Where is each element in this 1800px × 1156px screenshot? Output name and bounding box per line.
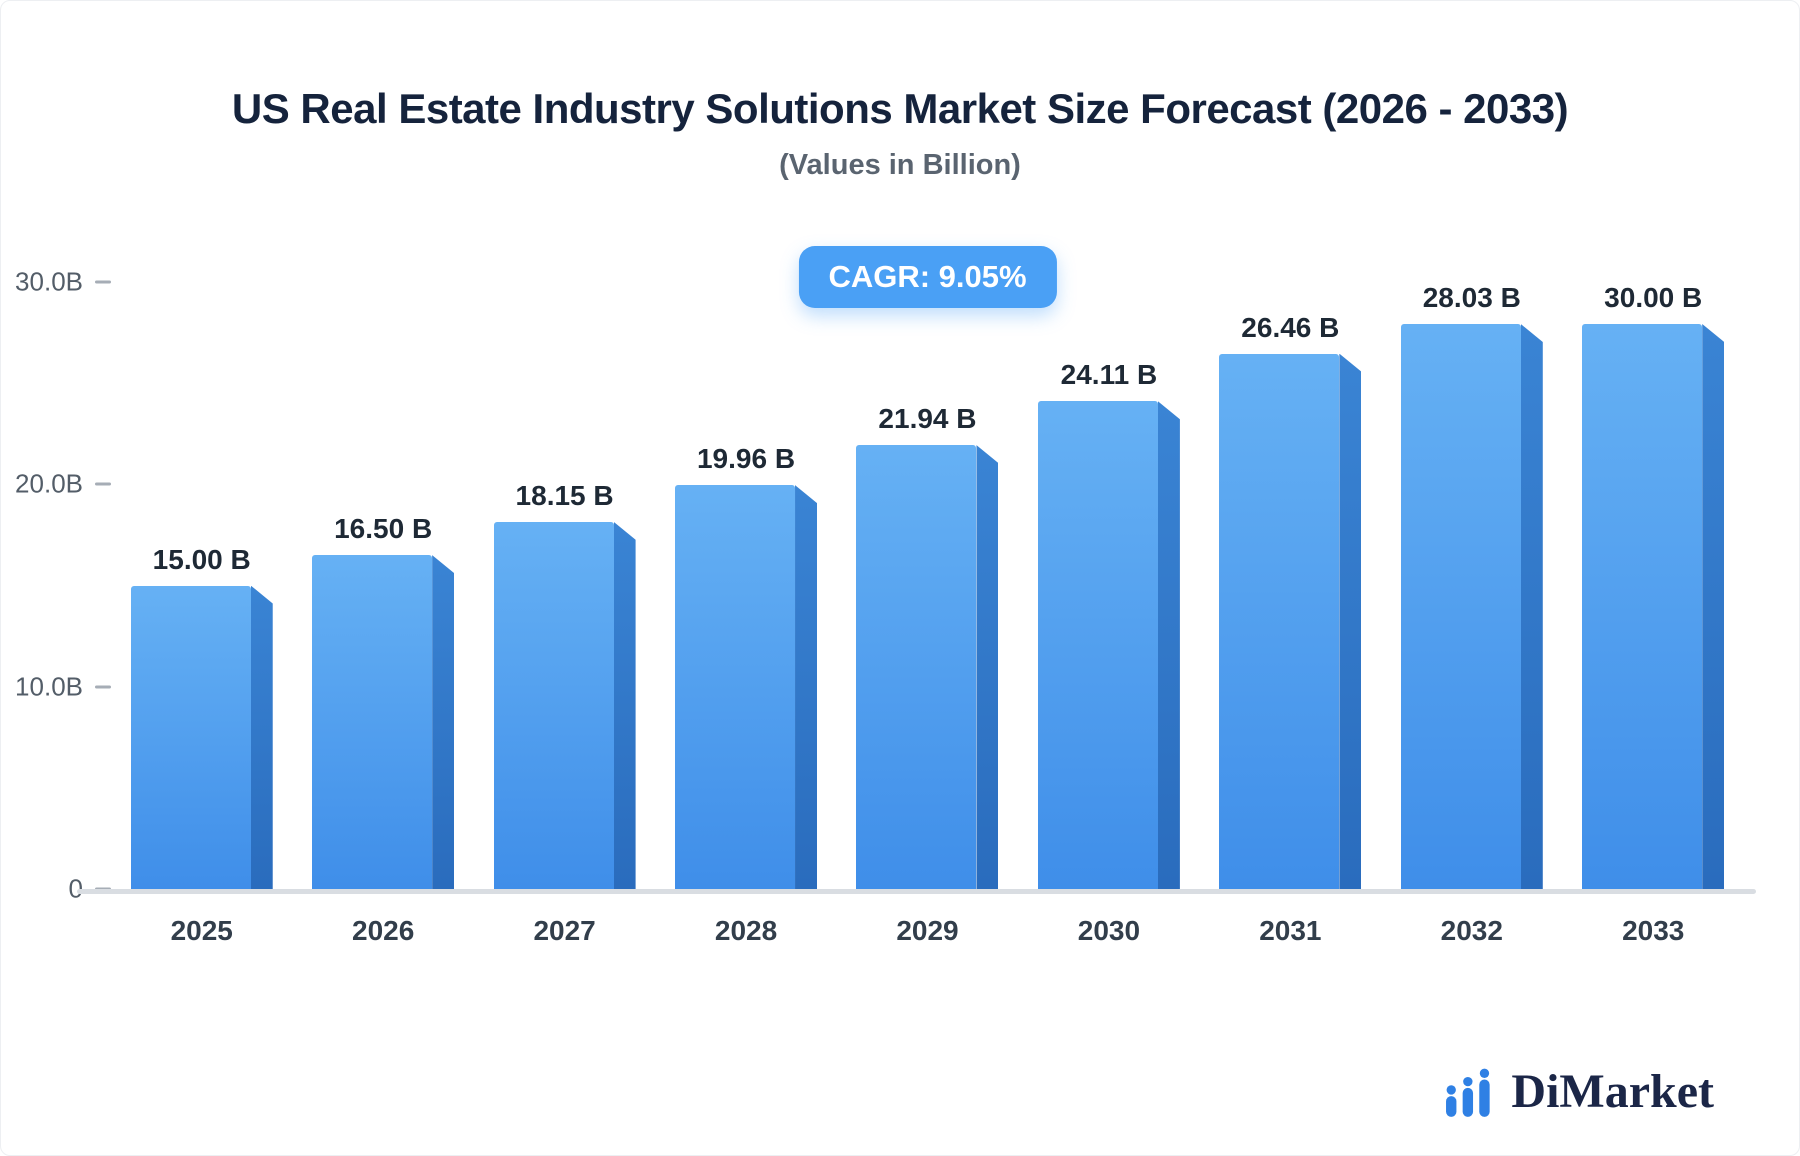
bar-side-face — [432, 555, 455, 889]
chart-header: US Real Estate Industry Solutions Market… — [1, 1, 1799, 182]
bar — [312, 555, 455, 889]
chart-title: US Real Estate Industry Solutions Market… — [231, 85, 1569, 132]
brand-logo: DiMarket — [1445, 1064, 1714, 1119]
x-axis-label: 2031 — [1259, 915, 1322, 946]
bar-slot: 19.96 B — [655, 282, 836, 889]
bar — [1037, 401, 1180, 889]
bar-front-face — [130, 585, 251, 889]
bar-side-face — [1702, 324, 1725, 889]
bar — [675, 485, 818, 889]
bar-value-label: 15.00 B — [152, 543, 251, 575]
bar-front-face — [1219, 353, 1340, 889]
brand-name: DiMarket — [1511, 1065, 1714, 1118]
bar-slot: 28.03 B — [1381, 282, 1562, 889]
plot-area: CAGR: 9.05% 15.00 B 16.50 B 18.15 B 19.96 B… — [77, 246, 1756, 894]
bar-front-face — [1582, 324, 1703, 889]
bar-front-face — [1400, 324, 1521, 889]
bar-value-label: 19.96 B — [696, 443, 796, 475]
bar-value-label: 21.94 B — [878, 403, 977, 435]
x-axis-label: 2028 — [714, 915, 778, 946]
chart-area: 30.0B 20.0B 10.0B 0 CAGR: 9.05% 15.00 B 16.5… — [11, 246, 1756, 904]
y-tick-label: 30.0B — [15, 266, 83, 297]
x-axis-label: 2027 — [533, 915, 596, 946]
bar-slot: 15.00 B — [111, 282, 292, 889]
y-tick-label: 10.0B — [15, 671, 83, 702]
bar-slot: 16.50 B — [292, 282, 473, 889]
bar-slot: 30.00 B — [1563, 282, 1744, 889]
bar-side-face — [613, 521, 636, 889]
x-axis-label: 2025 — [170, 915, 233, 946]
x-axis-label: 2032 — [1440, 915, 1503, 946]
bar-side-face — [976, 445, 999, 889]
bar-front-face — [312, 555, 433, 889]
bar-side-face — [1157, 401, 1180, 889]
x-axis-label: 2033 — [1622, 915, 1685, 946]
x-axis-label: 2030 — [1077, 915, 1141, 946]
x-axis-label: 2029 — [896, 915, 959, 946]
bar-value-label: 30.00 B — [1604, 282, 1703, 313]
x-axis-label: 2026 — [352, 915, 415, 946]
bar-value-label: 18.15 B — [515, 479, 614, 511]
bar-value-label: 24.11 B — [1060, 359, 1158, 391]
y-axis: 30.0B 20.0B 10.0B 0 — [11, 267, 111, 904]
bar — [1400, 324, 1543, 889]
bar-value-label: 28.03 B — [1422, 282, 1521, 313]
bar-front-face — [493, 521, 614, 889]
cagr-badge: CAGR: 9.05% — [798, 246, 1057, 308]
bar-slot: 18.15 B — [474, 282, 655, 889]
bar-side-face — [1339, 353, 1362, 889]
bar-slot: 21.94 B — [837, 282, 1018, 889]
bar — [1219, 353, 1362, 889]
y-tick: 30.0B — [15, 267, 111, 298]
bar-side-face — [795, 485, 818, 889]
y-tick: 10.0B — [15, 671, 111, 702]
bar-front-face — [1037, 401, 1158, 889]
x-axis-line — [77, 889, 1756, 894]
bar-side-face — [250, 585, 273, 889]
bar — [856, 445, 999, 889]
bar-front-face — [856, 445, 977, 889]
bar-slot: 24.11 B — [1018, 282, 1199, 889]
bar-value-label: 16.50 B — [334, 513, 433, 545]
x-axis-labels: 2025 2026 2027 2028 2029 2030 2031 2032 2033 — [111, 915, 1744, 947]
y-tick-label: 0 — [68, 873, 83, 904]
y-tick-label: 20.0B — [15, 468, 83, 499]
bar-chart-icon — [1446, 1068, 1491, 1117]
chart-subtitle: (Values in Billion) — [779, 149, 1021, 181]
y-tick: 20.0B — [15, 469, 111, 500]
bar-side-face — [1520, 324, 1543, 889]
bar — [493, 521, 636, 889]
y-tick-mark — [95, 280, 111, 284]
bar-slot: 26.46 B — [1200, 282, 1381, 889]
bar-value-label: 26.46 B — [1241, 311, 1340, 343]
bar — [1582, 324, 1725, 889]
y-tick-mark — [95, 482, 111, 486]
bar-front-face — [675, 485, 796, 889]
y-tick-mark — [95, 685, 111, 689]
bar — [130, 585, 273, 889]
